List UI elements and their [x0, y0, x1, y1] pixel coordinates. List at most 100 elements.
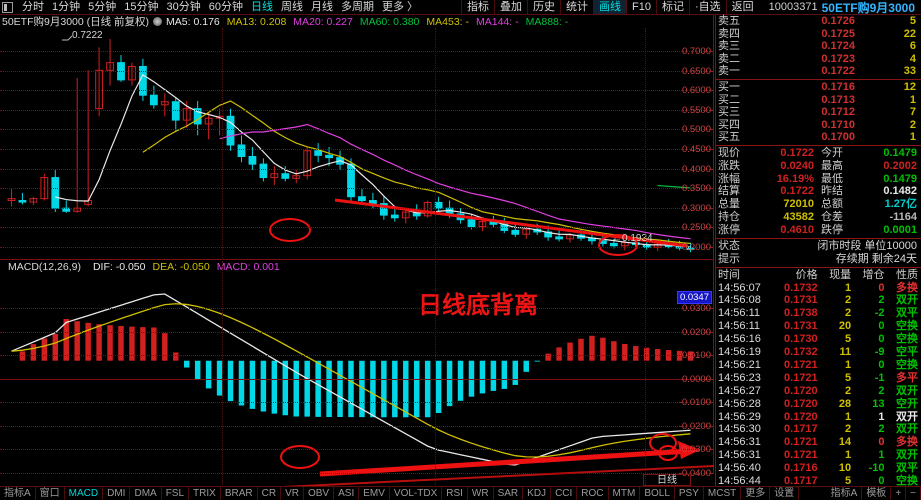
period-tab-3[interactable]: 15分钟 — [124, 1, 159, 13]
tick-row[interactable]: 14:56:11 0.1738 2 -2 双平 — [715, 307, 921, 320]
indicator-tab-14[interactable]: RSI — [442, 487, 468, 500]
toolbar-action-3[interactable]: 统计 — [560, 0, 593, 14]
orderbook-row-bid-0[interactable]: 买一 0.1716 12 — [715, 81, 921, 94]
orderbook-row-ask-2[interactable]: 卖三 0.1724 6 — [715, 40, 921, 53]
tick-row[interactable]: 14:56:07 0.1732 1 0 多换 — [715, 282, 921, 295]
kline-period-chip[interactable]: 日线 — [643, 474, 691, 486]
toolbar-action-2[interactable]: 历史 — [527, 0, 560, 14]
indicator-tab-23[interactable]: MCST — [704, 487, 742, 500]
period-tab-10[interactable]: 更多 〉 — [382, 1, 419, 13]
indicator-tab-17[interactable]: KDJ — [523, 487, 552, 500]
indicator-tab-19[interactable]: ROC — [577, 487, 609, 500]
macd-axis-tick-0 — [709, 308, 713, 309]
tick-row[interactable]: 14:56:21 0.1721 1 0 空换 — [715, 359, 921, 372]
period-tab-4[interactable]: 30分钟 — [166, 1, 201, 13]
period-tab-2[interactable]: 5分钟 — [88, 1, 117, 13]
orderbook-price: 0.1724 — [821, 40, 855, 53]
period-tab-7[interactable]: 周线 — [281, 1, 303, 13]
tick-row[interactable]: 14:56:40 0.1716 10 -10 双平 — [715, 462, 921, 475]
indicator-tab-3[interactable]: DMI — [103, 487, 131, 500]
period-tab-9[interactable]: 多周期 — [341, 1, 374, 13]
indicator-tab-4[interactable]: DMA — [130, 487, 162, 500]
macd-legend-title: MACD(12,26,9) — [8, 261, 81, 273]
toolbar-action-5[interactable]: F10 — [626, 0, 656, 14]
indicator-tab-11[interactable]: ASI — [334, 487, 360, 500]
toolbar-action-0[interactable]: 指标 — [461, 0, 494, 14]
toolbar-action-6[interactable]: 标记 — [655, 0, 689, 14]
indicator-tab-6[interactable]: TRIX — [189, 487, 221, 500]
indicator-tab-12[interactable]: EMV — [359, 487, 390, 500]
quote-row-0: 现价 0.1722 今开 0.1479 — [715, 147, 921, 160]
indicator-tab-16[interactable]: SAR — [494, 487, 524, 500]
quote-value: 1.27亿 — [884, 198, 917, 211]
indicator-tab-22[interactable]: PSY — [675, 487, 704, 500]
orderbook-row-bid-2[interactable]: 买三 0.1712 7 — [715, 106, 921, 119]
period-tab-6[interactable]: 日线 — [251, 1, 273, 13]
toolbar-action-7[interactable]: ·自选 — [688, 0, 726, 14]
indicator-bar-action-0[interactable]: 指标A — [827, 487, 863, 500]
indicator-tab-10[interactable]: OBV — [304, 487, 335, 500]
indicator-tab-20[interactable]: MTM — [609, 487, 641, 500]
indicator-tab-9[interactable]: VR — [281, 487, 304, 500]
indicator-tab-0[interactable]: 指标A — [0, 487, 36, 500]
tick-row[interactable]: 14:56:27 0.1720 2 2 双开 — [715, 385, 921, 398]
toolbar-action-4[interactable]: 画线 — [593, 0, 627, 14]
orderbook-row-ask-4[interactable]: 卖一 0.1722 33 — [715, 65, 921, 78]
indicator-bar-right[interactable]: 指标A 模板 + − — [827, 487, 921, 500]
period-tab-8[interactable]: 月线 — [311, 1, 333, 13]
toolbar-action-1[interactable]: 叠加 — [494, 0, 527, 14]
panel-layout-icon[interactable] — [2, 1, 13, 13]
orderbook-row-ask-1[interactable]: 卖四 0.1725 22 — [715, 28, 921, 41]
indicator-tab-13[interactable]: VOL-TDX — [390, 487, 443, 500]
tick-kind: 双开 — [896, 384, 918, 397]
quote-key: 今开 — [821, 146, 843, 159]
indicator-tab-7[interactable]: BRAR — [221, 487, 258, 500]
tick-row[interactable]: 14:56:11 0.1731 20 0 空换 — [715, 320, 921, 333]
legend-settings-icon[interactable] — [153, 17, 163, 26]
quote-cell-left: 现价 0.1722 — [715, 147, 818, 160]
orderbook-asks[interactable]: 卖五 0.1726 5 卖四 0.1725 22 卖三 0.1724 6 卖二 0.1723 4 卖一 0… — [715, 15, 921, 78]
indicator-tab-8[interactable]: CR — [258, 487, 282, 500]
tick-row[interactable]: 14:56:28 0.1720 28 13 空开 — [715, 398, 921, 411]
indicator-tab-15[interactable]: WR — [468, 487, 494, 500]
tick-row[interactable]: 14:56:31 0.1721 14 0 多换 — [715, 436, 921, 449]
macd-pane[interactable]: MACD(12,26,9) DIF: -0.050 DEA: -0.050 MACD… — [0, 261, 714, 489]
indicator-bar-action-2[interactable]: + — [891, 487, 907, 500]
orderbook-row-ask-3[interactable]: 卖二 0.1723 4 — [715, 53, 921, 66]
orderbook-bids[interactable]: 买一 0.1716 12 买二 0.1713 1 买三 0.1712 7 买四 0.1710 2 买五 0… — [715, 81, 921, 144]
tick-row[interactable]: 14:56:30 0.1717 2 2 双开 — [715, 423, 921, 436]
orderbook-row-bid-1[interactable]: 买二 0.1713 1 — [715, 94, 921, 107]
indicator-tab-bar[interactable]: 指标A 窗口 MACD DMI DMA FSL TRIX BRAR CR VR OBV ASI EMV V… — [0, 486, 921, 500]
orderbook-row-bid-4[interactable]: 买五 0.1700 1 — [715, 131, 921, 144]
indicator-tab-2[interactable]: MACD — [65, 487, 104, 500]
tick-row[interactable]: 14:56:44 0.1717 5 0 空换 — [715, 475, 921, 488]
tick-table[interactable]: 时间 价格 现量 增仓 性质 14:56:07 0.1732 1 0 多换 14:56:08 0.1… — [715, 269, 921, 500]
tick-row[interactable]: 14:56:16 0.1730 5 0 空换 — [715, 333, 921, 346]
period-tab-0[interactable]: 分时 — [22, 1, 44, 13]
price-pane[interactable]: 0.7222 ←0.1934 — [0, 28, 714, 260]
orderbook-row-bid-3[interactable]: 买四 0.1710 2 — [715, 119, 921, 132]
tick-row[interactable]: 14:56:29 0.1720 1 1 双开 — [715, 411, 921, 424]
toolbar-action-8[interactable]: 返回 — [725, 0, 759, 14]
indicator-bar-action-1[interactable]: 模板 — [862, 487, 892, 500]
tick-row[interactable]: 14:56:19 0.1732 11 -9 空平 — [715, 346, 921, 359]
orderbook-row-ask-0[interactable]: 卖五 0.1726 5 — [715, 15, 921, 28]
indicator-tab-21[interactable]: BOLL — [640, 487, 675, 500]
legend-item-2: MA20: 0.227 — [293, 15, 353, 28]
chart-area[interactable]: 50ETF购9月3000 (日线 前复权) MA5: 0.176 MA13: 0.… — [0, 15, 714, 500]
tick-time: 14:56:11 — [718, 320, 761, 333]
indicator-tab-1[interactable]: 窗口 — [36, 487, 65, 500]
tick-row[interactable]: 14:56:08 0.1731 2 2 双开 — [715, 294, 921, 307]
indicator-tab-24[interactable]: 更多 — [741, 487, 771, 500]
tick-table-body[interactable]: 14:56:07 0.1732 1 0 多换 14:56:08 0.1731 2 2 双开 14:5… — [715, 282, 921, 500]
indicator-tab-25[interactable]: 设置 — [770, 487, 800, 500]
indicator-tab-5[interactable]: FSL — [162, 487, 190, 500]
tick-row[interactable]: 14:56:31 0.1721 1 1 双开 — [715, 449, 921, 462]
indicator-bar-action-3[interactable]: − — [906, 487, 921, 500]
period-tab-5[interactable]: 60分钟 — [208, 1, 243, 13]
orderbook-price: 0.1726 — [821, 15, 855, 27]
status-value: 闭市时段 单位10000 — [817, 239, 917, 252]
tick-row[interactable]: 14:56:23 0.1721 5 -1 多平 — [715, 372, 921, 385]
indicator-tab-18[interactable]: CCI — [551, 487, 578, 500]
period-tab-1[interactable]: 1分钟 — [52, 1, 81, 13]
